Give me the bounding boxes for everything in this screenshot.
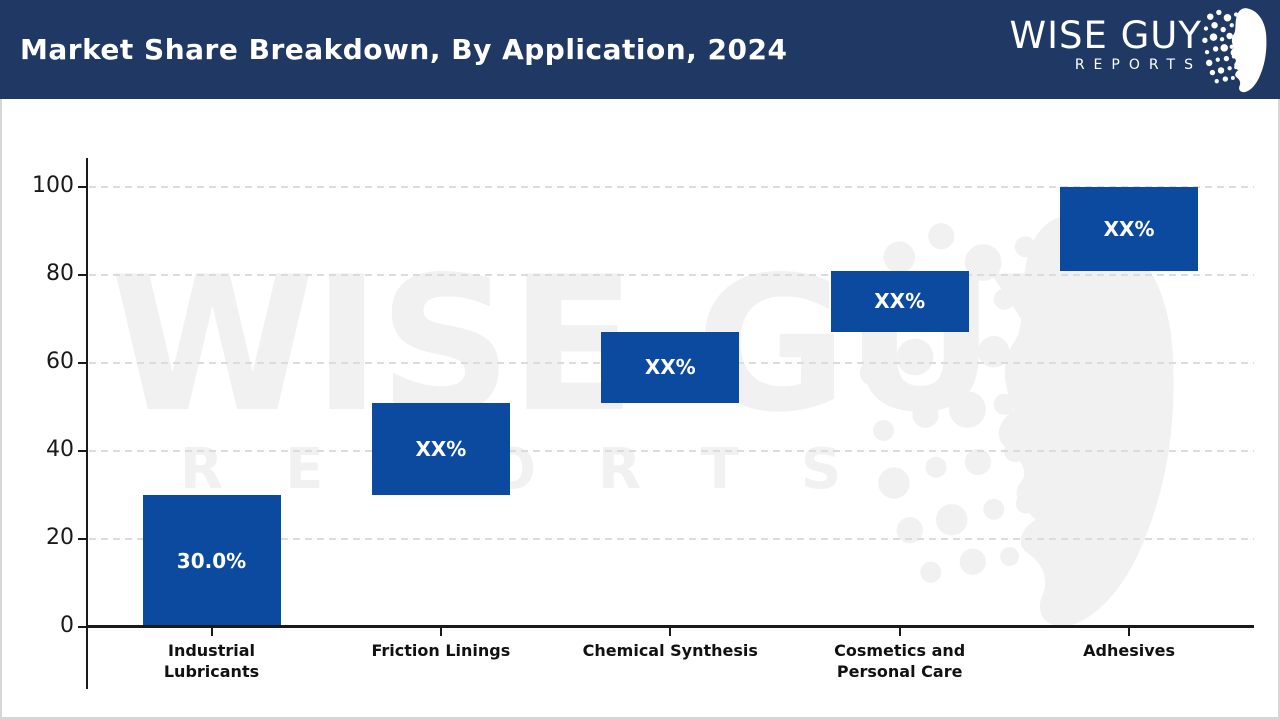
bar-value-label: XX%	[874, 289, 926, 314]
bar-value-label: 30.0%	[176, 549, 247, 573]
y-tick-label: 80	[46, 261, 74, 286]
chart-title: Market Share Breakdown, By Application, …	[20, 33, 788, 66]
y-tick-label: 0	[60, 613, 74, 638]
watermark-reports-text: REPORTS	[180, 437, 904, 502]
gridline	[89, 538, 1254, 540]
category-label: Industrial Lubricants	[163, 641, 260, 681]
waterfall-bar-4: XX%	[830, 270, 969, 333]
y-tick-label: 100	[32, 173, 74, 198]
y-tick-mark	[78, 450, 86, 452]
bar-value-label: XX%	[415, 436, 467, 461]
x-tick-mark	[210, 628, 213, 636]
logo-dotted-head-icon	[1202, 8, 1267, 93]
y-tick-label: 40	[46, 437, 74, 462]
frame-border-right	[1278, 99, 1280, 720]
x-tick-mark	[669, 628, 672, 636]
category-label: Friction Linings	[371, 641, 511, 660]
category-label: Cosmetics and Personal Care	[834, 641, 966, 681]
x-axis-line	[86, 625, 1254, 628]
gridline	[89, 274, 1254, 276]
waterfall-bar-2: XX%	[371, 402, 510, 495]
x-tick-mark	[1128, 628, 1131, 636]
gridline	[89, 450, 1254, 452]
waterfall-bar-5: XX%	[1060, 187, 1199, 271]
category-label: Chemical Synthesis	[582, 641, 758, 660]
waterfall-bar-3: XX%	[601, 332, 740, 403]
y-axis-line	[86, 158, 88, 689]
y-tick-label: 60	[46, 349, 74, 374]
x-tick-mark	[898, 628, 901, 636]
y-tick-mark	[78, 626, 86, 628]
y-tick-mark	[78, 362, 86, 364]
gridline	[89, 186, 1254, 188]
plot-area: 0 20 40 60 80 100 30.0% Industrial Lubricants XX…	[0, 99, 1280, 720]
y-tick-mark	[78, 186, 86, 188]
header-bar: Market Share Breakdown, By Application, …	[0, 0, 1280, 99]
bar-value-label: XX%	[1103, 216, 1155, 241]
category-label: Adhesives	[1083, 641, 1176, 660]
x-tick-mark	[439, 628, 442, 636]
logo-subtitle: REPORTS	[1074, 57, 1202, 73]
logo-wordmark: WISE GUY	[1009, 14, 1202, 57]
frame-border-bottom	[0, 717, 1280, 720]
bar-value-label: XX%	[644, 355, 696, 380]
waterfall-bar-1: 30.0%	[142, 495, 281, 627]
frame-border-left	[0, 99, 2, 720]
y-tick-mark	[78, 274, 86, 276]
brand-logo: WISE GUY REPORTS	[1004, 0, 1274, 99]
y-tick-mark	[78, 538, 86, 540]
y-tick-label: 20	[46, 525, 74, 550]
